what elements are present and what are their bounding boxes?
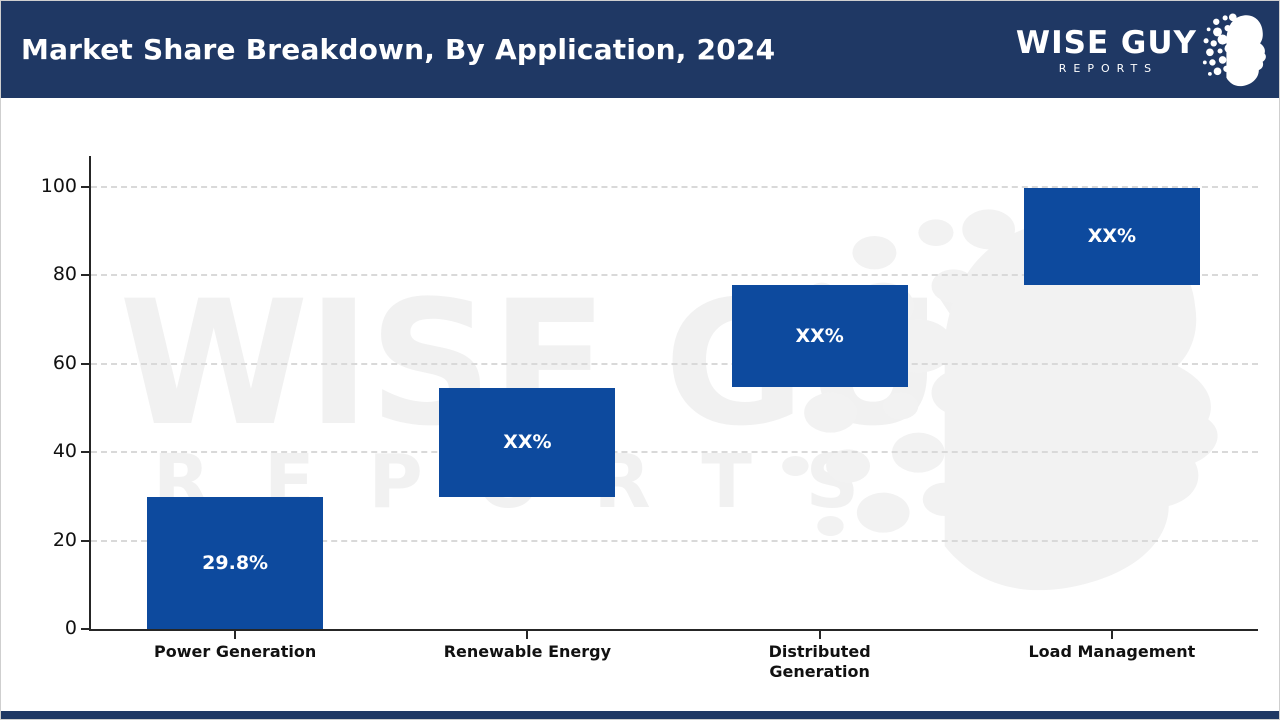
y-tick-label: 20 (52, 528, 77, 551)
bar: 29.8% (147, 497, 324, 629)
bar-value-label: XX% (1087, 225, 1137, 248)
gridline (91, 185, 1258, 188)
brand-name: WISE GUY (1015, 25, 1197, 61)
y-tick-mark (81, 451, 89, 454)
x-tick-mark (234, 631, 237, 639)
y-tick-label: 100 (40, 174, 77, 197)
gridline (91, 362, 1258, 365)
y-tick-label: 40 (52, 440, 77, 463)
brand-face-dots-icon (1202, 13, 1266, 87)
gridline (91, 274, 1258, 277)
footer-bar (1, 711, 1279, 719)
x-tick-mark (1110, 631, 1113, 639)
y-tick-mark (81, 539, 89, 542)
category-label: Renewable Energy (443, 642, 612, 661)
y-axis-line (89, 156, 91, 631)
bar-value-label: XX% (795, 324, 844, 347)
brand-subtitle: REPORTS (1058, 62, 1159, 75)
category-label: Distributed Generation (768, 642, 871, 681)
category-label: Load Management (1028, 642, 1196, 661)
x-axis-line (89, 629, 1258, 631)
page-title: Market Share Breakdown, By Application, … (21, 33, 776, 66)
bar-value-label: 29.8% (202, 552, 269, 575)
y-tick-mark (81, 185, 89, 188)
brand-logo-text: WISE GUY REPORTS (1016, 27, 1197, 75)
category-label: Power Generation (154, 642, 317, 661)
gridline (91, 451, 1258, 454)
bar: XX% (1023, 187, 1200, 285)
y-tick-mark (81, 628, 89, 630)
brand-logo: WISE GUY REPORTS (1016, 9, 1269, 93)
y-tick-label: 0 (64, 617, 77, 639)
y-tick-label: 60 (52, 351, 77, 374)
y-tick-label: 80 (52, 263, 77, 286)
x-tick-mark (818, 631, 821, 639)
x-tick-mark (526, 631, 529, 639)
gridline (91, 539, 1258, 542)
bar: XX% (439, 387, 616, 498)
y-tick-mark (81, 362, 89, 365)
bar-value-label: XX% (503, 431, 552, 454)
header-bar: Market Share Breakdown, By Application, … (1, 1, 1279, 98)
y-tick-mark (81, 274, 89, 277)
bar: XX% (731, 285, 908, 387)
